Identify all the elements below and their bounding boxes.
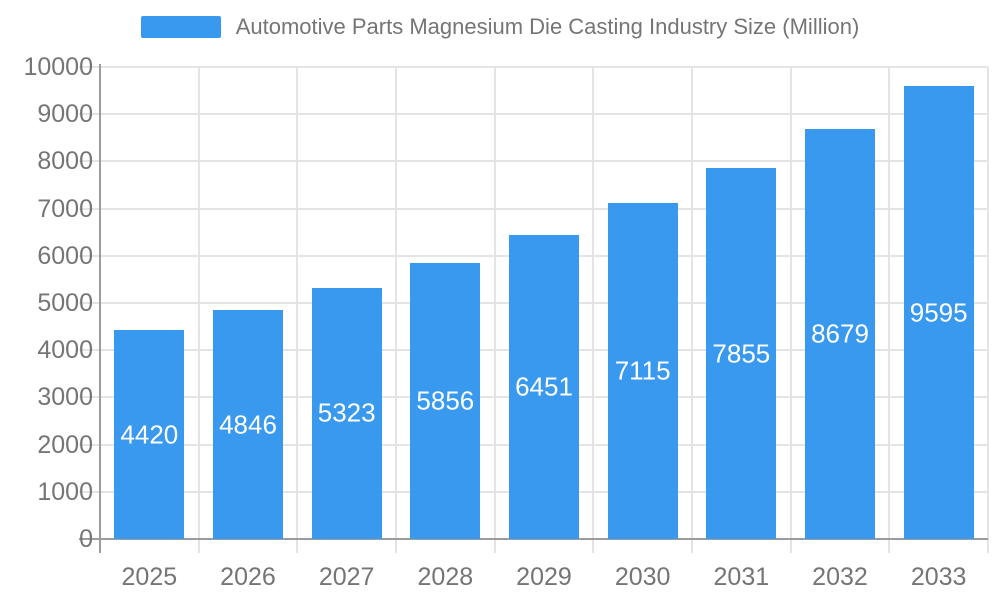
x-tick-label: 2033 [910,563,967,591]
y-tick-label: 6000 [37,241,93,270]
x-tick-label: 2027 [318,563,375,591]
x-tick-label: 2031 [713,563,770,591]
bar-value-label: 7855 [712,338,771,369]
legend-series-label[interactable]: Automotive Parts Magnesium Die Casting I… [235,14,860,39]
gridline-v [888,67,891,553]
gridline-h [100,113,988,116]
y-tick-label: 10000 [23,53,93,81]
x-tick-label: 2025 [121,563,178,591]
x-tick-label: 2032 [812,563,868,591]
gridline-v [493,67,496,553]
bar[interactable]: 4420 [114,330,185,539]
legend-item[interactable]: Automotive Parts Magnesium Die Casting I… [0,14,1000,40]
bar-value-label: 4846 [219,409,277,440]
gridline-v [691,67,693,553]
bar-value-label: 4420 [120,419,179,450]
legend-swatch-icon[interactable] [140,16,221,38]
bar-value-label: 8679 [811,318,869,349]
bar-value-label: 7115 [614,355,671,386]
gridline-h [100,66,988,68]
y-axis-line [99,64,101,553]
x-tick-label: 2029 [516,563,572,591]
bar[interactable]: 6451 [509,234,579,539]
y-tick-label: 7000 [37,194,93,223]
gridline-v [592,67,595,553]
gridline-v [197,67,200,553]
bar[interactable]: 9595 [903,86,974,539]
y-tick-label: 8000 [37,147,93,176]
gridline-v [789,67,792,553]
bar[interactable]: 8679 [805,129,875,539]
bar[interactable]: 7115 [607,203,678,539]
bar[interactable]: 4846 [213,310,283,539]
y-tick-label: 3000 [37,383,93,412]
gridline-v [987,67,989,553]
bar-value-label: 5856 [416,385,475,416]
y-tick-label: 9000 [37,100,93,129]
x-tick-label: 2030 [614,563,671,591]
bar-value-label: 9595 [909,297,968,328]
x-tick-label: 2026 [220,563,276,591]
x-tick-label: 2028 [417,563,474,591]
y-tick-label: 0 [79,525,93,553]
y-tick-label: 5000 [37,289,93,317]
y-tick-label: 4000 [37,336,93,365]
bar[interactable]: 5856 [410,262,481,539]
bar-value-label: 5323 [317,397,376,428]
bar[interactable]: 7855 [706,168,777,539]
bar[interactable]: 5323 [311,287,382,539]
gridline-v [296,67,299,553]
gridline-v [395,67,397,553]
bar-value-label: 6451 [515,371,573,402]
y-tick-label: 2000 [37,430,93,459]
y-tick-label: 1000 [37,477,93,506]
